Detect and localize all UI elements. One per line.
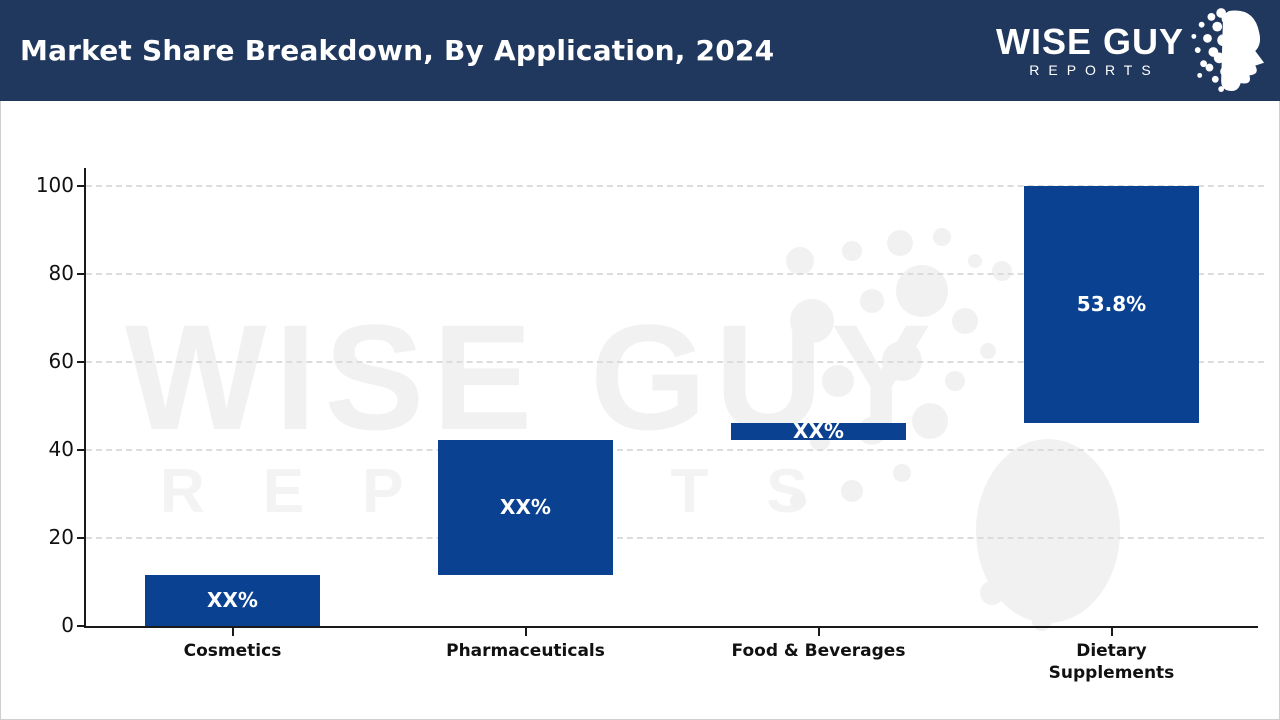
x-tickmark-3 [1110, 628, 1113, 636]
bar-dietary-supplements: 53.8% [1023, 186, 1200, 423]
watermark-dots [786, 228, 1120, 631]
x-tickmark-2 [817, 628, 820, 636]
y-tickmark-80 [77, 273, 85, 275]
bar-food-beverages: XX% [730, 419, 907, 443]
y-tick-label-20: 20 [48, 525, 74, 549]
y-axis-spine [84, 168, 86, 628]
logo-wordmark: WISE GUY [995, 21, 1184, 62]
watermark-layer: WISE GUY REPORTS [0, 101, 1280, 720]
bar-pharmaceuticals: XX% [437, 439, 614, 575]
y-tickmark-20 [77, 537, 85, 539]
bar-value-label: XX% [500, 495, 551, 520]
wiseguy-logo: WISE GUY REPORTS [996, 0, 1266, 101]
bar-cosmetics: XX% [144, 574, 321, 626]
y-tickmark-100 [77, 185, 85, 187]
gridline-100 [86, 185, 1264, 187]
y-tick-label-40: 40 [48, 437, 74, 461]
x-tickmark-1 [524, 628, 527, 636]
y-tickmark-40 [77, 449, 85, 451]
gridline-60 [86, 361, 1264, 363]
gridline-20 [86, 537, 1264, 539]
header-bar: Market Share Breakdown, By Application, … [0, 0, 1280, 101]
page-title: Market Share Breakdown, By Application, … [20, 34, 775, 67]
bar-value-label: XX% [793, 419, 844, 444]
x-tick-label-1: Pharmaceuticals [446, 641, 605, 661]
x-tick-label-3: Dietary Supplements [1048, 641, 1175, 684]
y-tickmark-0 [77, 625, 85, 627]
x-tickmark-0 [231, 628, 234, 636]
y-tick-label-100: 100 [35, 173, 74, 197]
bar-value-label: 53.8% [1076, 292, 1147, 317]
y-tick-label-0: 0 [61, 613, 74, 637]
gridline-80 [86, 273, 1264, 275]
logo-subtitle: REPORTS [1029, 62, 1160, 78]
bar-value-label: XX% [207, 588, 258, 613]
x-axis-spine [84, 626, 1258, 628]
wiseguy-head-icon [1191, 7, 1265, 92]
wiseguy-logo-text: WISE GUY REPORTS [995, 21, 1184, 78]
y-tickmark-60 [77, 361, 85, 363]
plot: 0 20 40 60 80 100 Cosmetics Pharmaceuticals Food… [0, 101, 1280, 720]
x-tick-label-0: Cosmetics [183, 641, 282, 661]
y-tick-label-80: 80 [48, 261, 74, 285]
gridline-40 [86, 449, 1264, 451]
y-tick-label-60: 60 [48, 349, 74, 373]
x-tick-label-2: Food & Beverages [731, 641, 906, 661]
